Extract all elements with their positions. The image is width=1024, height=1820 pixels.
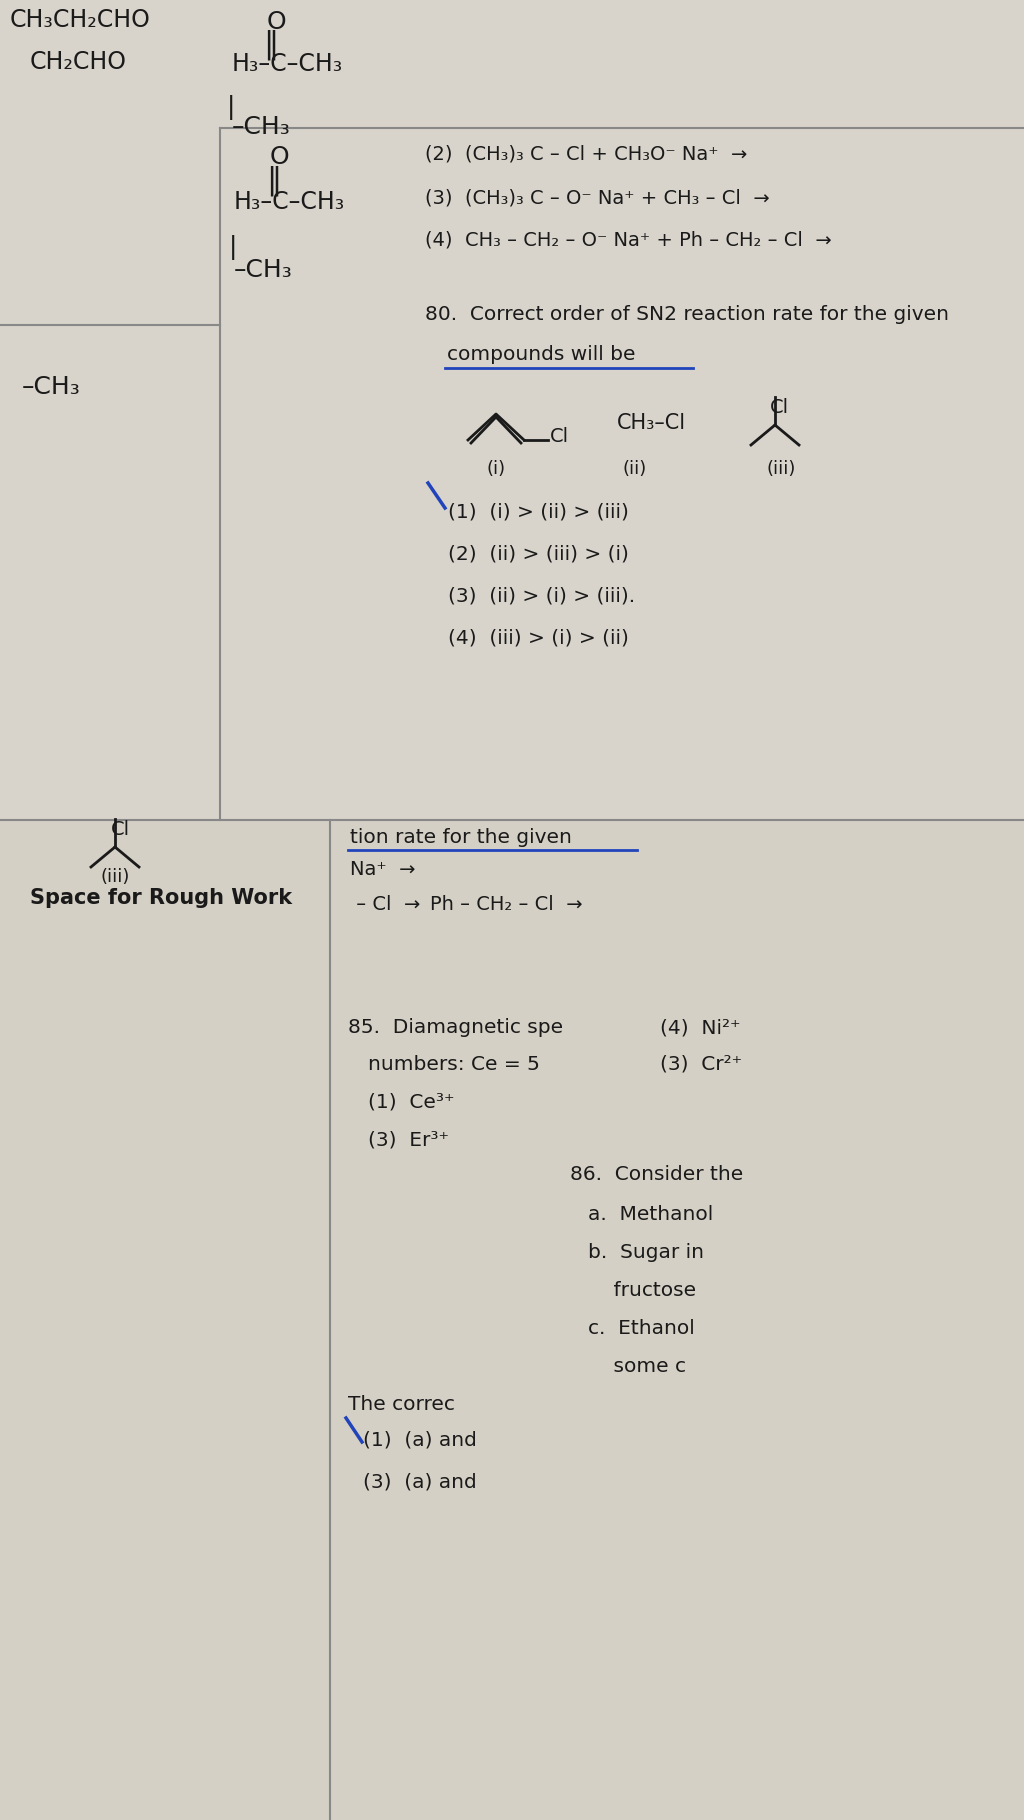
Text: fructose: fructose [588,1281,696,1299]
Text: (iii): (iii) [100,868,129,886]
Text: (ii): (ii) [622,460,646,479]
Text: ‖: ‖ [266,166,282,195]
Text: Cl: Cl [770,399,790,417]
Text: Cl: Cl [111,821,130,839]
Text: 86.  Consider the: 86. Consider the [570,1165,743,1185]
Text: |: | [229,235,238,260]
Text: Ph – CH₂ – Cl  →: Ph – CH₂ – Cl → [430,895,583,914]
Bar [0,0,1024,821]
Text: (1)  (a) and: (1) (a) and [362,1431,477,1449]
Text: compounds will be: compounds will be [447,346,636,364]
Text: H₃–C–CH₃: H₃–C–CH₃ [234,189,345,215]
Text: some c: some c [588,1358,686,1376]
Text: O: O [270,146,290,169]
Text: CH₃–Cl: CH₃–Cl [617,413,686,433]
Text: (i): (i) [486,460,505,479]
Text: b.  Sugar in: b. Sugar in [588,1243,705,1261]
Text: |: | [227,95,236,120]
Text: (4)  Ni²⁺: (4) Ni²⁺ [660,1017,740,1037]
Text: The correc: The correc [348,1394,455,1414]
Text: (3)  (CH₃)₃ C – O⁻ Na⁺ + CH₃ – Cl  →: (3) (CH₃)₃ C – O⁻ Na⁺ + CH₃ – Cl → [425,187,770,207]
Text: Space for Rough Work: Space for Rough Work [30,888,292,908]
Text: – Cl  →: – Cl → [350,895,421,914]
Text: numbers: Ce = 5: numbers: Ce = 5 [368,1056,540,1074]
Text: (4)  (iii) > (i) > (ii): (4) (iii) > (i) > (ii) [449,630,629,648]
Text: a.  Methanol: a. Methanol [588,1205,714,1225]
Text: 80.  Correct order of SN2 reaction rate for the given: 80. Correct order of SN2 reaction rate f… [425,306,949,324]
Text: c.  Ethanol: c. Ethanol [588,1320,694,1338]
Text: O: O [267,9,287,35]
Text: –CH₃: –CH₃ [234,258,293,282]
Text: –CH₃: –CH₃ [232,115,291,138]
Text: 85.  Diamagnetic spe: 85. Diamagnetic spe [348,1017,563,1037]
Text: CH₃CH₂CHO: CH₃CH₂CHO [10,7,151,33]
Text: (1)  Ce³⁺: (1) Ce³⁺ [368,1092,455,1110]
Text: ‖: ‖ [263,29,279,60]
Bar [0,821,1024,1820]
Text: Cl: Cl [550,428,569,446]
Text: (2)  (ii) > (iii) > (i): (2) (ii) > (iii) > (i) [449,544,629,564]
Text: (1)  (i) > (ii) > (iii): (1) (i) > (ii) > (iii) [449,502,629,522]
Text: (iii): (iii) [767,460,797,479]
Text: H₃–C–CH₃: H₃–C–CH₃ [232,53,343,76]
Text: (3)  Cr²⁺: (3) Cr²⁺ [660,1056,742,1074]
Text: (3)  (a) and: (3) (a) and [362,1472,477,1491]
Text: (3)  (ii) > (i) > (iii).: (3) (ii) > (i) > (iii). [449,588,635,606]
Text: –CH₃: –CH₃ [22,375,81,399]
Text: (2)  (CH₃)₃ C – Cl + CH₃O⁻ Na⁺  →: (2) (CH₃)₃ C – Cl + CH₃O⁻ Na⁺ → [425,146,748,164]
Text: tion rate for the given: tion rate for the given [350,828,571,846]
Text: Na⁺  →: Na⁺ → [350,861,416,879]
Text: (3)  Er³⁺: (3) Er³⁺ [368,1130,449,1148]
Text: (4)  CH₃ – CH₂ – O⁻ Na⁺ + Ph – CH₂ – Cl  →: (4) CH₃ – CH₂ – O⁻ Na⁺ + Ph – CH₂ – Cl → [425,231,831,249]
Text: CH₂CHO: CH₂CHO [30,49,127,75]
